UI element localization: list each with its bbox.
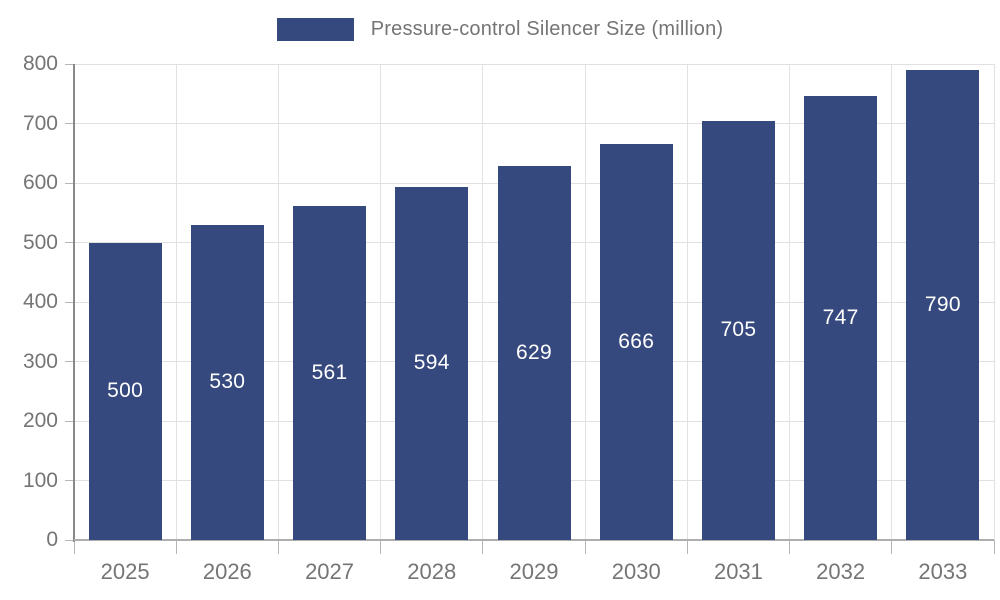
v-gridline: [175, 64, 177, 540]
bar: 594: [395, 186, 469, 540]
x-tick-label: 2029: [509, 559, 559, 584]
x-tick-label: 2027: [305, 559, 355, 584]
bar-value-label: 594: [413, 351, 450, 375]
bar: 705: [701, 120, 775, 540]
x-tick-mark: [686, 540, 688, 554]
bar: 629: [497, 165, 571, 540]
y-axis-line: [73, 64, 75, 542]
x-tick-mark: [584, 540, 586, 554]
v-gridline: [993, 64, 995, 540]
x-tick-label: 2026: [202, 559, 252, 584]
bar: 561: [293, 206, 367, 540]
y-tick-mark: [65, 63, 74, 65]
bar: 500: [88, 242, 162, 540]
legend-label: Pressure-control Silencer Size (million): [370, 18, 724, 40]
x-axis-line: [74, 539, 994, 541]
v-gridline: [686, 64, 688, 540]
bar-value-label: 629: [516, 340, 552, 364]
x-tick-label: 2031: [713, 559, 763, 584]
x-tick-label: 2030: [611, 559, 661, 584]
y-tick-label: 200: [22, 409, 58, 432]
y-tick-mark: [65, 242, 74, 243]
bar-value-label: 561: [311, 361, 348, 385]
bar: 666: [599, 143, 673, 540]
bar-value-label: 500: [107, 379, 144, 403]
x-tick-label: 2028: [407, 559, 457, 584]
h-gridline: [74, 123, 994, 124]
x-tick-label: 2033: [918, 559, 968, 584]
x-tick-mark: [175, 540, 177, 554]
y-tick-label: 100: [22, 468, 58, 492]
bar: 790: [906, 69, 980, 540]
x-tick-mark: [380, 540, 382, 554]
y-tick-mark: [65, 539, 74, 541]
x-tick-mark: [891, 540, 893, 554]
v-gridline: [277, 64, 279, 540]
y-tick-label: 600: [22, 171, 58, 194]
bar-value-label: 530: [209, 370, 246, 394]
bar-value-label: 705: [720, 318, 757, 342]
y-tick-label: 400: [22, 290, 58, 313]
y-tick-label: 300: [22, 349, 58, 373]
x-tick-mark: [482, 540, 484, 554]
v-gridline: [584, 64, 586, 540]
x-tick-label: 2025: [100, 559, 150, 584]
bar-value-label: 790: [924, 292, 961, 316]
x-tick-label: 2032: [816, 559, 866, 584]
y-tick-label: 0: [46, 528, 58, 551]
y-tick-label: 700: [22, 111, 58, 135]
legend-swatch: [276, 18, 354, 41]
y-tick-mark: [65, 182, 74, 184]
x-tick-mark: [73, 540, 75, 554]
x-tick-mark: [789, 540, 791, 554]
y-tick-label: 500: [22, 230, 58, 254]
bar-value-label: 666: [618, 329, 655, 353]
bar: 530: [190, 224, 264, 540]
v-gridline: [891, 64, 893, 540]
bar: 747: [804, 95, 878, 540]
y-tick-mark: [65, 361, 74, 362]
x-tick-mark: [993, 540, 995, 554]
v-gridline: [789, 64, 791, 540]
legend: Pressure-control Silencer Size (million): [0, 18, 1000, 41]
y-tick-mark: [65, 420, 74, 422]
y-tick-label: 800: [22, 52, 58, 75]
y-tick-mark: [65, 301, 74, 303]
bar-value-label: 747: [822, 305, 859, 329]
v-gridline: [380, 64, 382, 540]
v-gridline: [482, 64, 484, 540]
h-gridline: [74, 63, 994, 65]
x-tick-mark: [277, 540, 279, 554]
y-tick-mark: [65, 480, 74, 481]
y-tick-mark: [65, 123, 74, 124]
